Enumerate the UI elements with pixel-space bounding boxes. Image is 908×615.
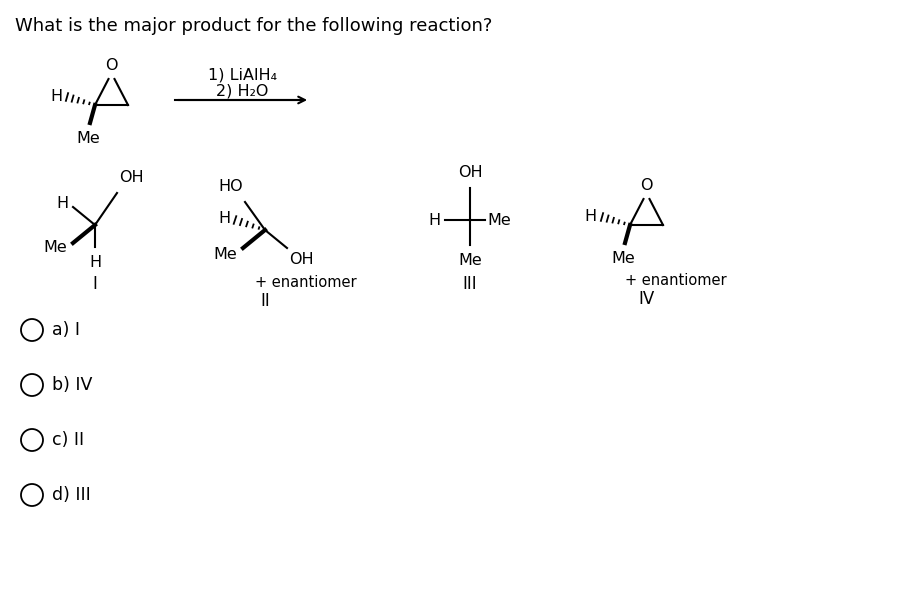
Text: What is the major product for the following reaction?: What is the major product for the follow… xyxy=(15,17,492,35)
Text: b) IV: b) IV xyxy=(52,376,93,394)
Text: Me: Me xyxy=(76,131,100,146)
Text: + enantiomer: + enantiomer xyxy=(255,275,357,290)
Text: H: H xyxy=(56,196,68,210)
Text: Me: Me xyxy=(213,247,237,261)
Text: OH: OH xyxy=(119,170,143,185)
Text: H: H xyxy=(428,213,440,228)
Text: 2) H₂O: 2) H₂O xyxy=(216,83,269,98)
Text: HO: HO xyxy=(219,179,243,194)
Text: O: O xyxy=(640,178,653,193)
Text: Me: Me xyxy=(44,239,67,255)
Text: Me: Me xyxy=(611,251,635,266)
Text: H: H xyxy=(585,208,597,223)
Text: c) II: c) II xyxy=(52,431,84,449)
Text: IV: IV xyxy=(638,290,655,308)
Text: OH: OH xyxy=(289,252,313,267)
Text: O: O xyxy=(105,58,118,73)
Text: I: I xyxy=(93,275,97,293)
Text: III: III xyxy=(463,275,478,293)
Text: Me: Me xyxy=(487,213,510,228)
Text: II: II xyxy=(260,292,270,310)
Text: H: H xyxy=(50,89,62,103)
Text: 1) LiAlH₄: 1) LiAlH₄ xyxy=(208,67,277,82)
Text: d) III: d) III xyxy=(52,486,91,504)
Text: OH: OH xyxy=(458,165,482,180)
Text: a) I: a) I xyxy=(52,321,80,339)
Text: Me: Me xyxy=(459,253,482,268)
Text: + enantiomer: + enantiomer xyxy=(625,273,726,288)
Text: H: H xyxy=(89,255,101,270)
Text: H: H xyxy=(218,210,230,226)
